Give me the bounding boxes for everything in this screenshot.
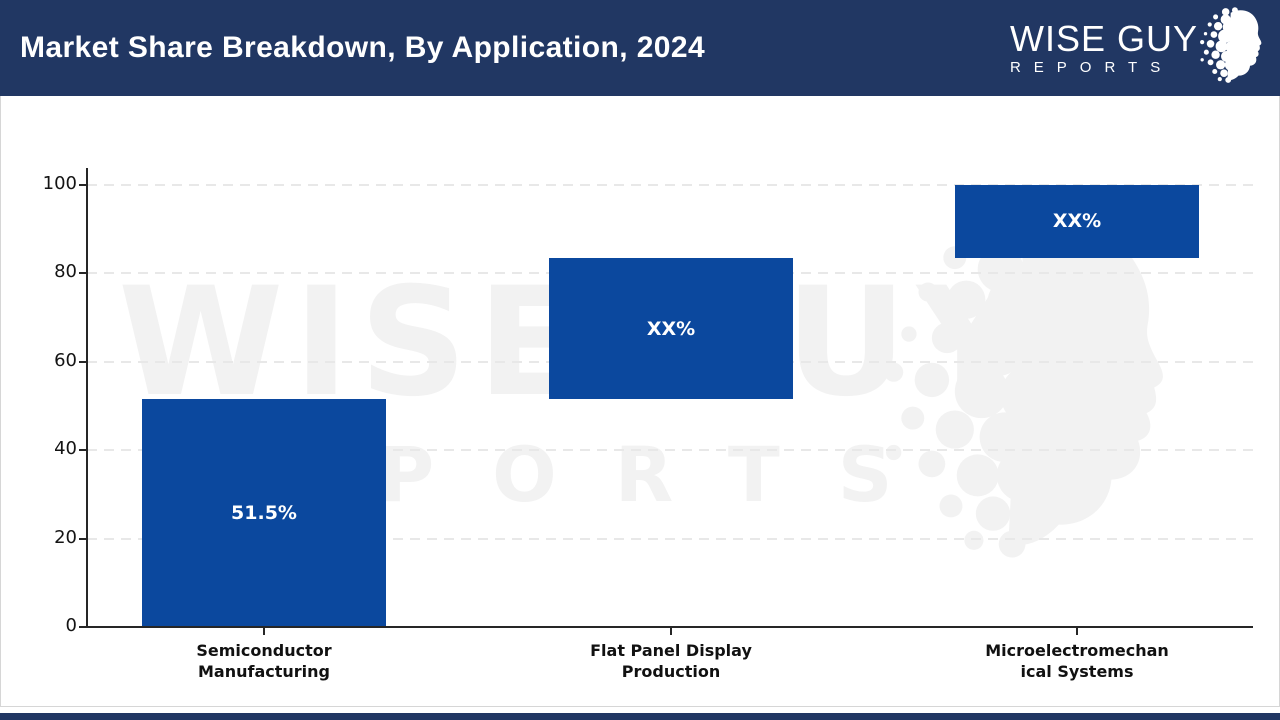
y-tick-label: 60 [54,349,77,371]
page-title: Market Share Breakdown, By Application, … [20,31,706,64]
header: Market Share Breakdown, By Application, … [0,0,1280,96]
y-tick-mark [79,626,87,628]
x-axis-line [86,626,1253,628]
y-tick-label: 80 [54,261,77,283]
x-category-label: Semiconductor Manufacturing [114,640,414,682]
y-axis-line [86,168,88,628]
brand-logo-name: WISE GUY [1009,18,1198,59]
x-tick-mark [263,628,265,635]
grid-line [87,184,1253,186]
bar-value-label: XX% [1052,210,1102,233]
grid-line [87,449,1253,452]
brand-logo-subtitle: REPORTS [1009,59,1174,76]
x-category-label-line: Production [621,662,721,681]
bar-segment: XX% [549,257,793,400]
x-category-label-line: Manufacturing [198,662,330,681]
y-tick-mark [79,537,87,540]
y-tick-label: 0 [65,615,77,636]
x-category-label-line: ical Systems [1020,662,1134,681]
x-tick-mark [670,628,672,635]
watermark-face-icon [884,213,1163,558]
y-tick-mark [79,449,87,452]
bar-segment: 51.5% [142,399,386,627]
bar-value-label: XX% [646,317,696,340]
x-tick-mark [1076,628,1078,635]
y-tick-mark [79,272,87,275]
footer-bar [0,713,1280,720]
y-tick-label: 20 [54,526,77,548]
x-category-label: Microelectromechan ical Systems [927,640,1227,682]
x-category-label-line: Semiconductor [196,641,332,660]
y-tick-label: 100 [42,173,77,194]
grid-line [87,537,1253,540]
y-tick-label: 40 [54,438,77,460]
x-category-label-line: Microelectromechan [985,641,1169,660]
brand-logo-face-icon [1200,7,1262,83]
bar-segment: XX% [955,185,1199,258]
bar-value-label: 51.5% [231,502,297,525]
brand-logo-text: WISE GUY REPORTS [1009,18,1198,77]
x-category-label-line: Flat Panel Display [590,641,752,660]
x-category-label: Flat Panel Display Production [521,640,821,682]
brand-logo: WISE GUY REPORTS [1010,6,1280,90]
y-tick-mark [79,360,87,363]
y-tick-mark [79,184,87,186]
